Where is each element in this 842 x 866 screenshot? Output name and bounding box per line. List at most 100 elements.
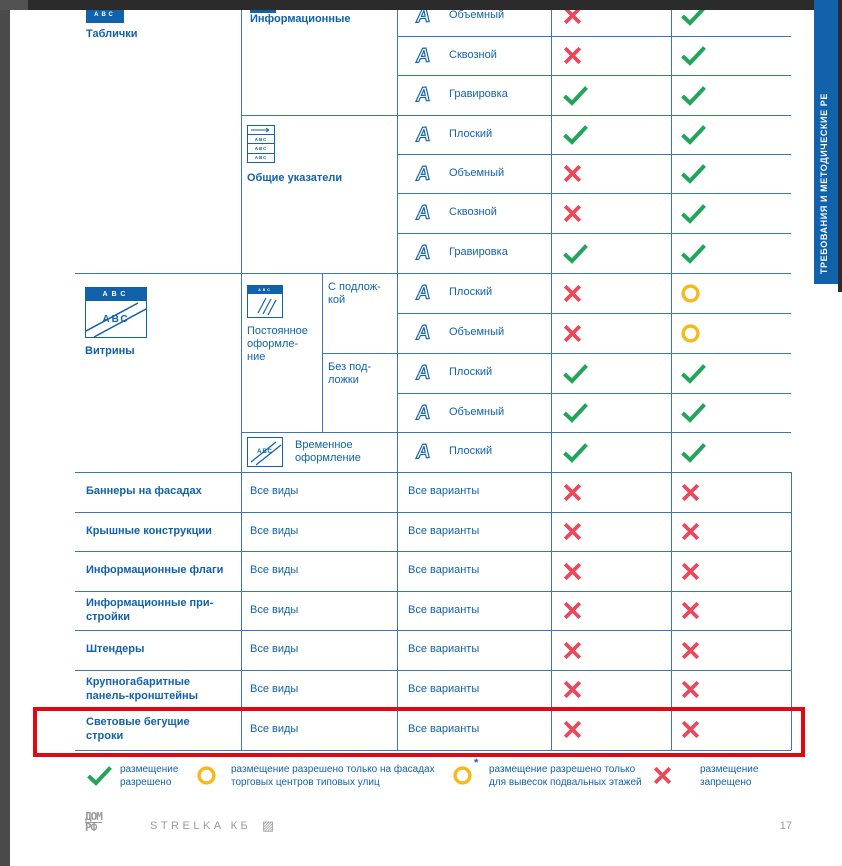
kind-label: Все виды: [250, 722, 299, 735]
type-label: Плоский: [449, 366, 493, 379]
viewer-frame-tab: [0, 0, 28, 10]
strelka-hatch-icon: ▨: [262, 818, 275, 833]
check-icon: [680, 75, 707, 115]
check-icon: [680, 432, 707, 472]
volume-letter-icon: А: [414, 400, 431, 424]
grid-hline: [397, 393, 791, 394]
general-signs-icon: АВС АВС АВС: [247, 125, 275, 163]
table-row: А Плоский: [0, 273, 842, 313]
cross-icon: [562, 670, 583, 709]
grid-hline: [241, 432, 791, 433]
table-row: А Плоский: [0, 432, 842, 472]
check-icon: [680, 193, 707, 233]
variant-label: Все варианты: [408, 564, 480, 577]
table-row: А Объемный: [0, 313, 842, 353]
permanent-design-icon: АВС: [247, 285, 283, 318]
grid-vline: [241, 0, 242, 750]
table-row: А Плоский: [0, 353, 842, 393]
type-label: Гравировка: [449, 246, 508, 259]
grid-hline: [397, 154, 791, 155]
variant-label: Все варианты: [408, 603, 480, 616]
table-row: А Объемный: [0, 0, 842, 36]
check-icon: [562, 353, 589, 393]
plaque-icon: АВС: [86, 6, 124, 23]
annotation-highlight-box: [33, 707, 805, 757]
type-label: Объемный: [449, 326, 505, 339]
type-label: Плоский: [449, 127, 493, 140]
grid-hline: [397, 193, 791, 194]
cross-icon: [680, 630, 701, 670]
kind-label: Все виды: [250, 682, 299, 695]
check-icon: [562, 393, 589, 432]
strelka-brand: STRELKA КБ: [150, 820, 252, 832]
check-icon: [680, 233, 707, 273]
category-label: Световые бегущие строки: [86, 716, 190, 742]
hatch-icon: [257, 297, 277, 316]
table-row: А Объемный: [0, 393, 842, 432]
circle-icon: [680, 273, 701, 313]
legend-text: размещение разрешено только для вывесок …: [489, 764, 642, 788]
cross-icon: [562, 472, 583, 512]
diagonal-stripes-icon: [250, 441, 282, 466]
grid-vline: [671, 0, 672, 750]
grid-hline: [75, 750, 791, 751]
grid-vline: [397, 0, 398, 750]
grid-hline: [75, 591, 791, 592]
kind-label: Все виды: [250, 643, 299, 656]
check-icon: [562, 432, 589, 472]
check-icon: [680, 0, 707, 36]
category-label: Информационные при- стройки: [86, 597, 214, 623]
viewer-frame-left: [0, 10, 10, 866]
category-label: Информационные флаги: [86, 564, 224, 577]
flat-letter-icon: А: [414, 439, 431, 463]
circle-icon: [196, 765, 217, 786]
cross-icon: [562, 154, 583, 193]
category-label: Крышные конструкции: [86, 524, 212, 537]
grid-hline: [75, 551, 791, 552]
engraved-letter-icon: А: [414, 82, 431, 106]
kind-label: Все виды: [250, 485, 299, 498]
table-row: Крышные конструкции Все виды Все варианты: [0, 512, 842, 551]
kind-label: Все виды: [250, 603, 299, 616]
grid-hline: [397, 75, 791, 76]
variant-label: Все варианты: [408, 722, 480, 735]
showcase-icon: АВС АВС: [85, 287, 147, 338]
check-icon: [86, 765, 113, 786]
type-label: Плоский: [449, 445, 493, 458]
category-label-vitriny: Витрины: [85, 345, 135, 357]
page-number: 17: [779, 820, 792, 832]
grid-hline: [241, 115, 791, 116]
table-row: А Плоский: [0, 115, 842, 154]
viewer-frame-top: [0, 0, 842, 10]
subcategory-label-vremennoe: Временное оформление: [295, 439, 361, 465]
check-icon: [562, 233, 589, 273]
cross-icon: [562, 313, 583, 353]
subcategory-label-informacionnye: Информационные: [250, 13, 351, 25]
variant-label: Все варианты: [408, 682, 480, 695]
check-icon: [680, 36, 707, 75]
grid-hline: [397, 313, 791, 314]
type-label: Сквозной: [449, 206, 497, 219]
cross-icon: [562, 512, 583, 551]
subcategory-label-obshchie-ukazateli: Общие указатели: [247, 172, 343, 184]
cross-icon: [680, 670, 701, 709]
engraved-letter-icon: А: [414, 240, 431, 264]
flat-letter-icon: А: [414, 122, 431, 146]
grid-vline: [322, 273, 323, 432]
cross-icon: [680, 472, 701, 512]
table-row: Информационные при- стройки Все виды Все в…: [0, 591, 842, 630]
check-icon: [562, 75, 589, 115]
flat-letter-icon: А: [414, 360, 431, 384]
check-icon: [680, 353, 707, 393]
grid-hline: [75, 630, 791, 631]
cross-icon: [562, 551, 583, 591]
legend-text: размещение разрешено: [120, 764, 179, 788]
table-row: Световые бегущие строки Все виды Все вариа…: [0, 709, 842, 750]
category-label-tablichki: Таблички: [86, 28, 138, 40]
table-row: А Объемный: [0, 154, 842, 193]
type-label: Объемный: [449, 405, 505, 418]
grid-hline: [397, 36, 791, 37]
cross-icon: [562, 0, 583, 36]
grid-vline: [791, 472, 792, 750]
table-row: Информационные флаги Все виды Все варианты: [0, 551, 842, 591]
